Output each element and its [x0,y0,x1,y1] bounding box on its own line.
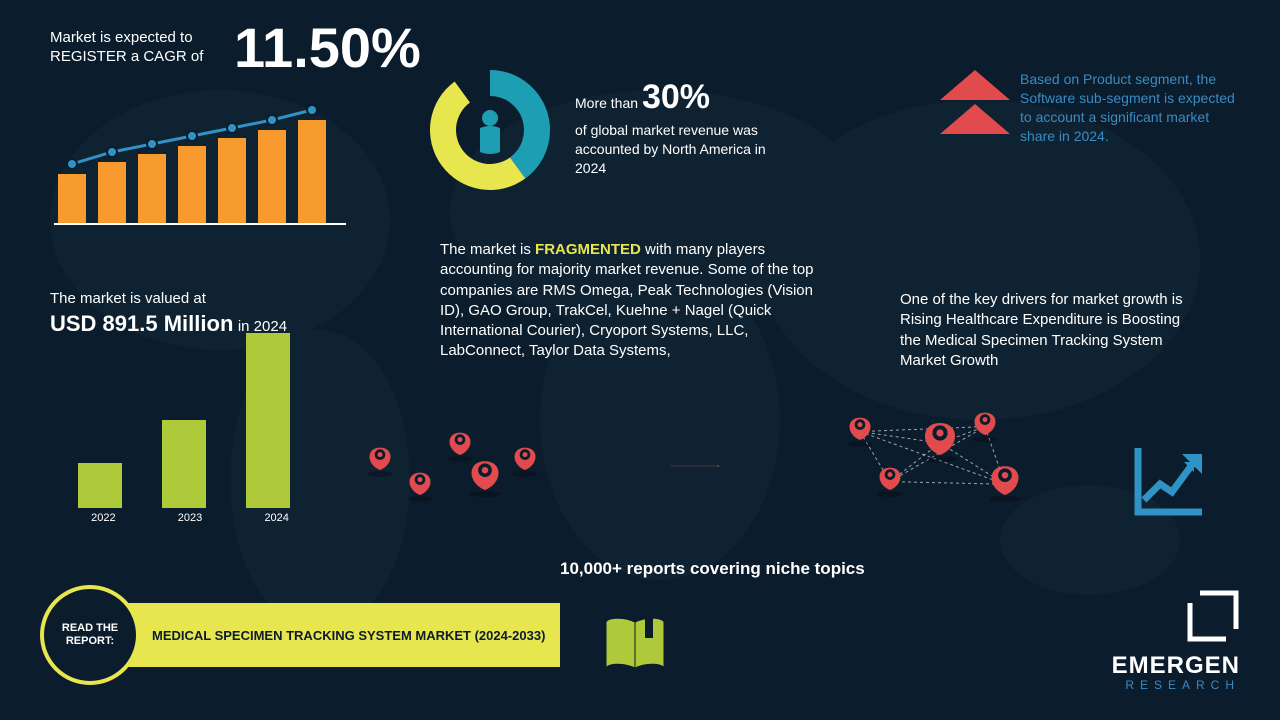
frag-post: with many players accounting for majorit… [440,241,814,359]
cagr-block: Market is expected to REGISTER a CAGR of… [50,20,421,76]
lime-label-1: 2023 [147,512,234,524]
reports-count-text: 10,000+ reports covering niche topics [560,558,865,580]
logo-sub: RESEARCH [1112,678,1240,692]
donut-caption: More than 30% of global market revenue w… [575,75,795,178]
donut-pre: More than [575,95,642,111]
emergen-logo: EMERGEN RESEARCH [1112,589,1240,692]
report-circle: READ THE REPORT: [40,585,140,685]
report-title-bar: MEDICAL SPECIMEN TRACKING SYSTEM MARKET … [110,603,560,667]
growth-line-icon [1130,440,1210,520]
lime-bar-chart [60,330,320,508]
donut-chart [420,60,560,200]
report-title: MEDICAL SPECIMEN TRACKING SYSTEM MARKET … [152,628,545,643]
book-icon [600,610,670,680]
frag-pre: The market is [440,241,535,258]
lime-label-0: 2022 [60,512,147,524]
pins-network-icon [830,400,1050,520]
key-driver-text: One of the key drivers for market growth… [900,290,1200,371]
lime-label-2: 2024 [233,512,320,524]
read-report-block: READ THE REPORT: MEDICAL SPECIMEN TRACKI… [40,590,560,680]
mval-lead: The market is valued at [50,290,320,307]
donut-pct: 30% [642,78,710,116]
report-circle-text: READ THE REPORT: [44,622,136,648]
donut-post: of global market revenue was accounted b… [575,122,766,176]
lime-chart-labels: 2022 2023 2024 [60,512,320,524]
barline-chart [50,80,350,230]
frag-highlight: FRAGMENTED [535,241,641,258]
cagr-lead: Market is expected to REGISTER a CAGR of [50,29,220,67]
logo-square-icon [1186,589,1240,643]
arrows-up-icon [940,70,1010,150]
software-segment-text: Based on Product segment, the Software s… [1020,70,1240,146]
fragmented-text: The market is FRAGMENTED with many playe… [440,240,820,362]
logo-name: EMERGEN [1112,654,1240,678]
pins-scattered-icon [350,400,570,510]
cagr-value: 11.50% [234,20,421,76]
connection-arrow [570,465,820,467]
